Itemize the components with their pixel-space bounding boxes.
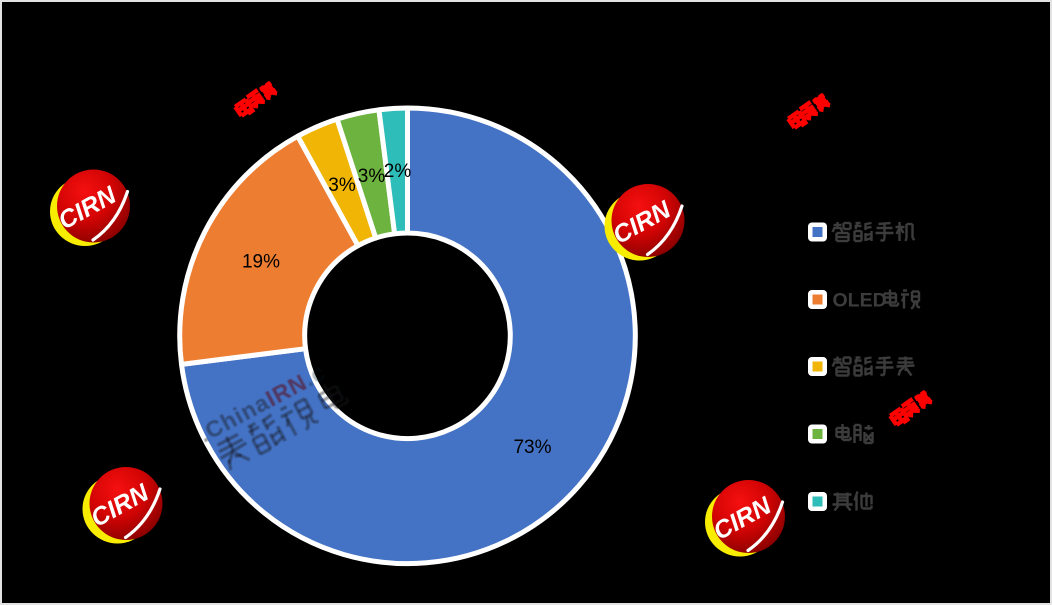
svg-text:19%: 19% bbox=[242, 252, 280, 273]
svg-text:3%: 3% bbox=[328, 175, 356, 196]
svg-text:OLED: OLED bbox=[833, 290, 887, 312]
svg-text:2%: 2% bbox=[384, 161, 412, 182]
svg-text:73%: 73% bbox=[513, 437, 551, 458]
svg-text:3%: 3% bbox=[358, 166, 386, 187]
